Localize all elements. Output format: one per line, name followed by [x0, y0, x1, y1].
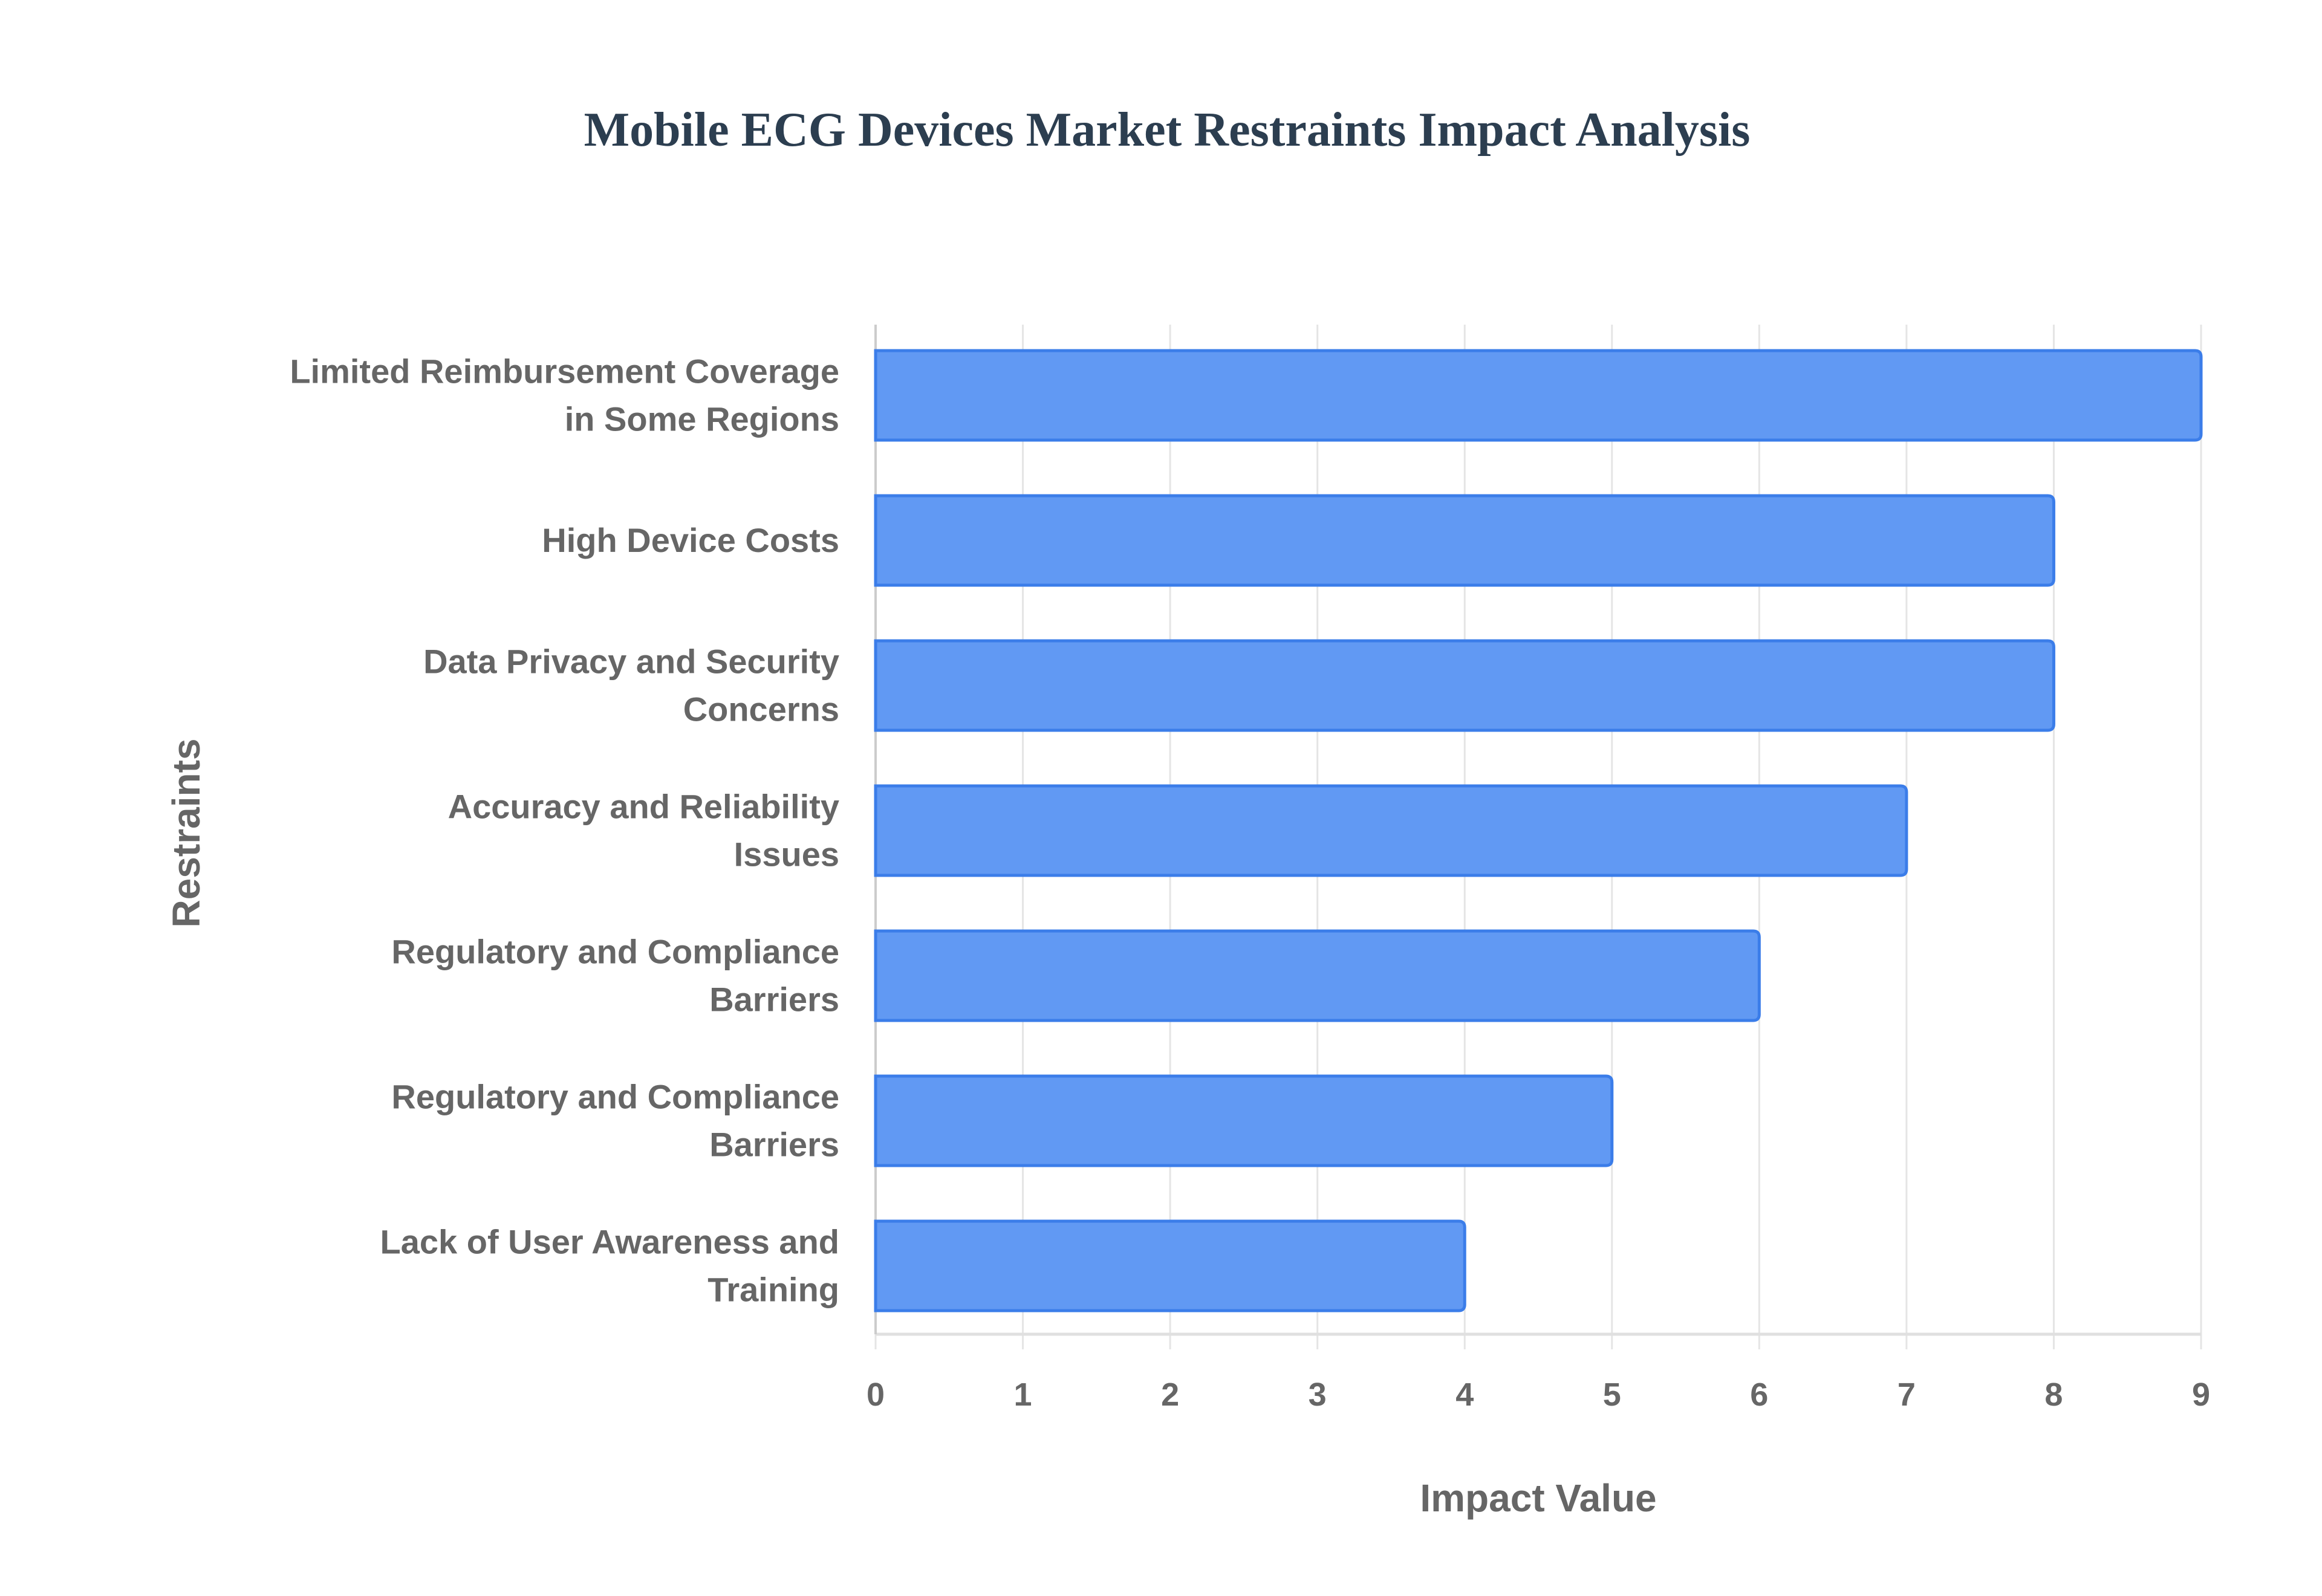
y-category-label: Lack of User Awareness and: [380, 1223, 839, 1261]
y-category-label: High Device Costs: [542, 521, 839, 559]
x-tick-label: 2: [1161, 1377, 1179, 1413]
bar: [874, 929, 1761, 1022]
y-category-label: Concerns: [683, 690, 839, 728]
bar: [874, 494, 2055, 587]
bar: [874, 349, 2203, 442]
y-axis-title: Restraints: [164, 739, 208, 928]
x-tick-label: 0: [867, 1377, 885, 1413]
bar: [874, 1219, 1466, 1312]
y-category-label: Regulatory and Compliance: [391, 933, 839, 971]
y-category-label: Issues: [734, 835, 839, 874]
y-category-label: Barriers: [709, 1126, 839, 1164]
x-tick-label: 6: [1750, 1377, 1768, 1413]
y-category-label: in Some Regions: [565, 400, 839, 438]
x-tick-label: 4: [1455, 1377, 1474, 1413]
x-tick-label: 3: [1309, 1377, 1327, 1413]
x-axis-title: Impact Value: [1420, 1476, 1656, 1520]
x-tick-label: 9: [2192, 1377, 2210, 1413]
chart-title: Mobile ECG Devices Market Restraints Imp…: [584, 103, 1751, 157]
bar: [874, 784, 1908, 877]
y-category-label: Training: [707, 1271, 839, 1309]
bar: [874, 1074, 1614, 1167]
y-category-label: Limited Reimbursement Coverage: [290, 352, 839, 391]
x-tick-label: 1: [1014, 1377, 1032, 1413]
x-tick-label: 5: [1603, 1377, 1621, 1413]
x-tick-label: 8: [2044, 1377, 2063, 1413]
y-category-label: Barriers: [709, 981, 839, 1019]
x-tick-label: 7: [1898, 1377, 1916, 1413]
y-category-label: Regulatory and Compliance: [391, 1078, 839, 1116]
y-category-label: Data Privacy and Security: [423, 643, 839, 681]
bar: [874, 639, 2055, 732]
y-category-label: Accuracy and Reliability: [448, 788, 839, 826]
